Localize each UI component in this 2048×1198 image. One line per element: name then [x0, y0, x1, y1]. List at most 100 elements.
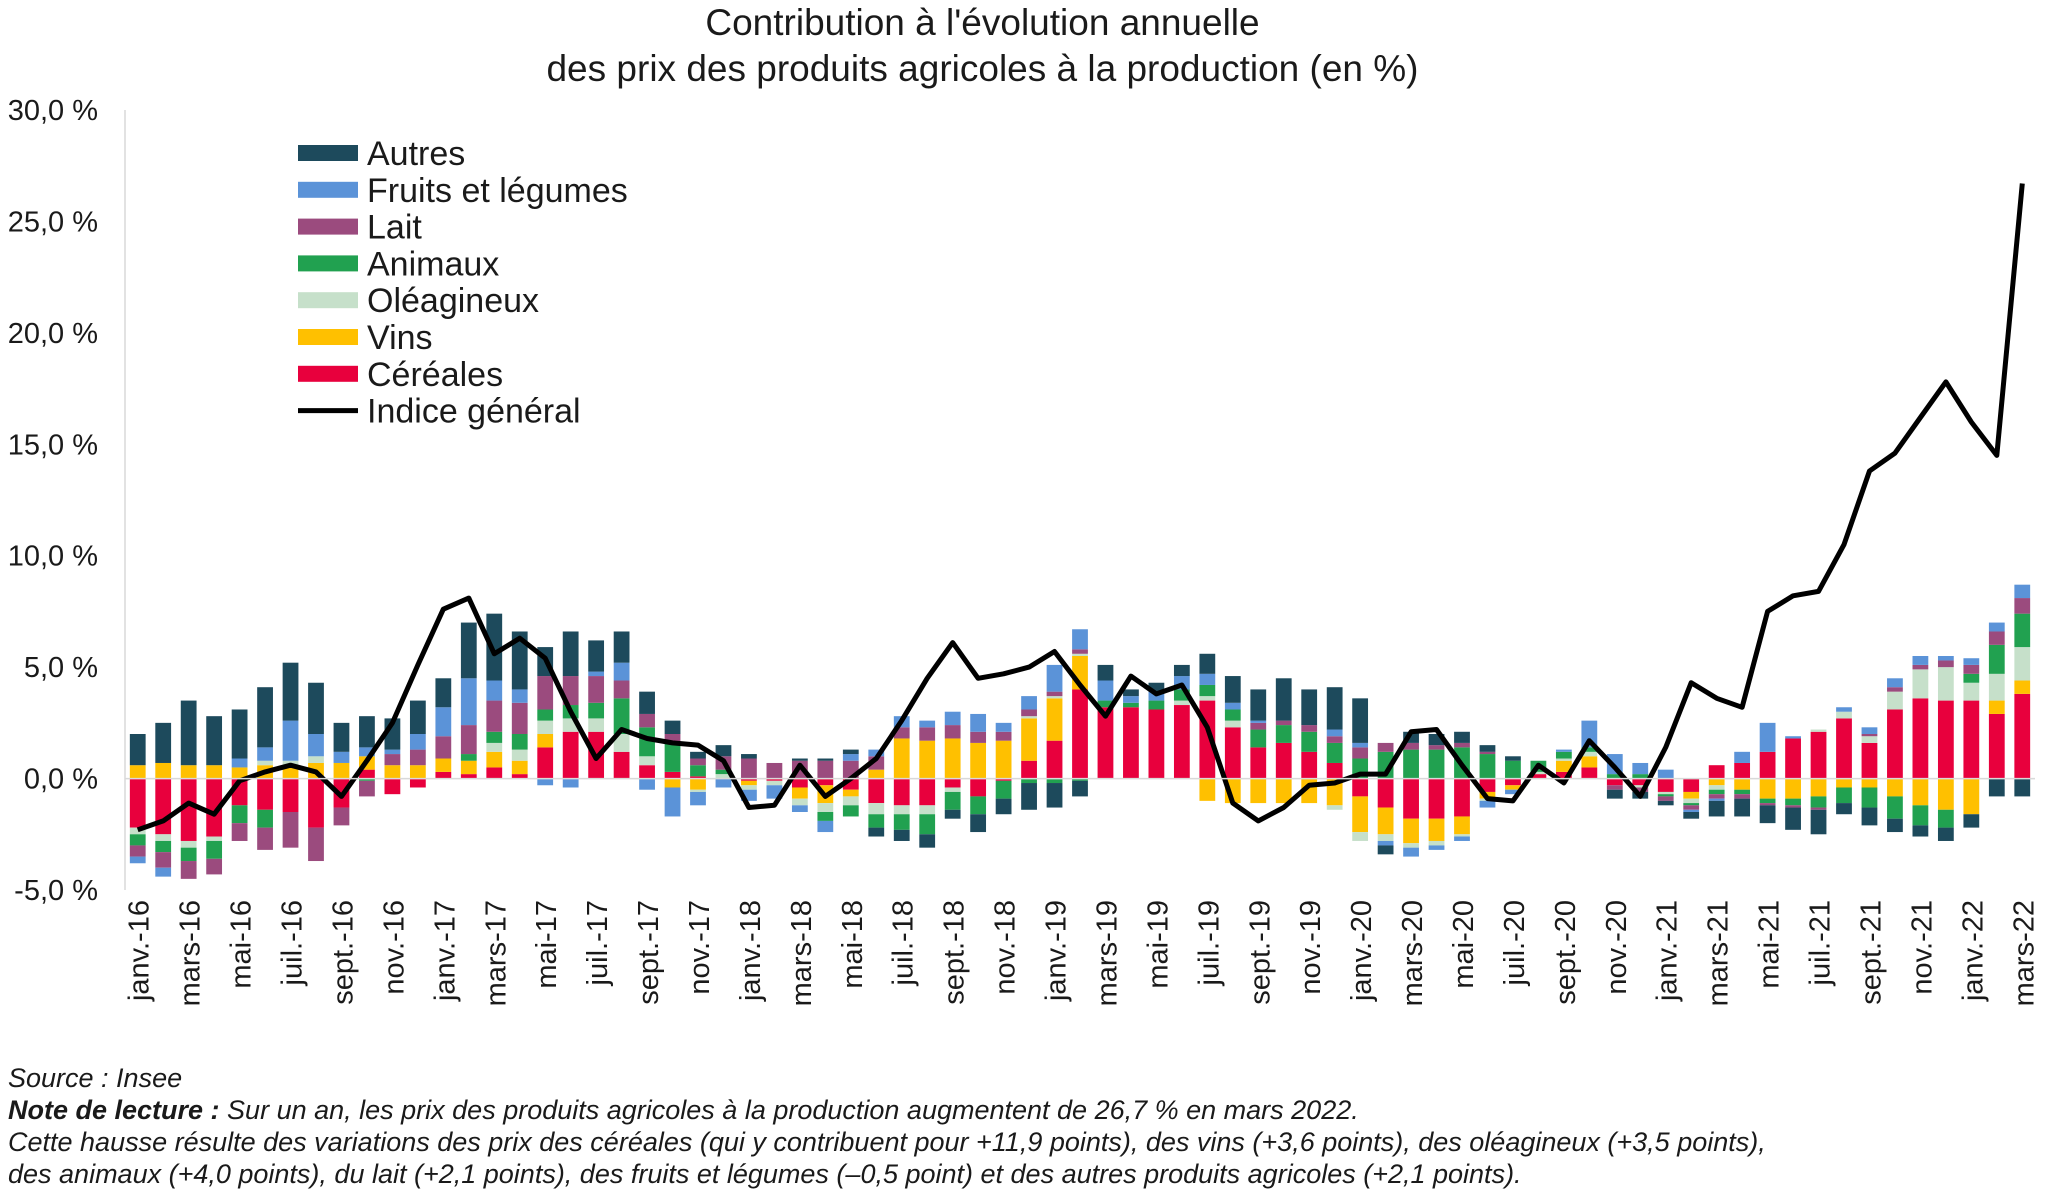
bar-segment: [1072, 780, 1088, 797]
bar-segment: [1683, 812, 1700, 819]
bar-segment: [282, 778, 299, 812]
bar-segment: [1326, 805, 1343, 810]
bar-segment: [1250, 720, 1267, 723]
bar-segment: [2014, 693, 2031, 779]
bar-segment: [180, 840, 197, 848]
bar-segment: [486, 680, 503, 701]
bar-segment: [1912, 669, 1929, 699]
bar-segment: [741, 758, 757, 779]
bar-segment: [1937, 660, 1954, 668]
bar-segment: [1301, 731, 1318, 752]
bar-segment: [1199, 684, 1216, 697]
bar-segment: [741, 778, 757, 781]
bar-segment: [537, 720, 554, 734]
bar-segment: [1352, 778, 1369, 797]
bar-segment: [1683, 791, 1700, 799]
bar-segment: [791, 805, 808, 812]
bar-segment: [1861, 734, 1878, 737]
bar-segment: [486, 751, 503, 768]
bar-segment: [384, 754, 401, 766]
bar-segment: [1810, 729, 1827, 732]
bar-segment: [791, 798, 808, 806]
bar-segment: [2014, 613, 2031, 648]
bar-segment: [460, 774, 477, 779]
bar-segment: [511, 631, 528, 690]
bar-segment: [1887, 818, 1903, 833]
bar-segment: [282, 720, 299, 761]
bar-segment: [1963, 814, 1980, 828]
bar-segment: [231, 805, 248, 824]
bar-segment: [1555, 771, 1572, 779]
bar-segment: [384, 778, 401, 795]
bar-segment: [664, 787, 681, 817]
bar-segment: [690, 791, 706, 806]
y-tick-label: 15,0 %: [8, 429, 98, 461]
bar-segment: [1887, 678, 1903, 688]
bar-segment: [639, 713, 655, 728]
bar-segment: [1836, 707, 1852, 712]
x-tick-label: mars-22: [2008, 900, 2040, 1006]
bar-segment: [1072, 778, 1088, 781]
bar-segment: [308, 734, 324, 757]
legend-label: Céréales: [367, 356, 503, 394]
bar-segment: [1759, 751, 1776, 779]
bar-segment: [1555, 749, 1572, 752]
bar-segment: [1505, 756, 1521, 761]
bar-segment: [333, 722, 350, 752]
bar-segment: [1403, 818, 1419, 844]
bar-segment: [741, 785, 757, 790]
bar-segment: [129, 834, 146, 846]
bar-segment: [129, 845, 146, 857]
bar-segment: [1988, 673, 2005, 701]
y-tick-label: 25,0 %: [8, 206, 98, 238]
bar-segment: [1937, 809, 1954, 828]
bar-segment: [155, 852, 172, 868]
bar-segment: [1123, 702, 1139, 708]
legend-label: Vins: [367, 319, 433, 357]
bar-segment: [1454, 816, 1470, 835]
legend-label: Animaux: [367, 245, 499, 283]
bar-segment: [1657, 791, 1674, 795]
bar-segment: [1428, 818, 1445, 841]
x-tick-label: nov.-19: [1295, 900, 1327, 995]
bar-segment: [766, 780, 783, 786]
x-tick-label: mars-20: [1397, 900, 1429, 1006]
index-line-layer: [136, 183, 2025, 833]
bar-segment: [486, 613, 503, 681]
bar-segment: [1734, 794, 1751, 799]
x-tick-label: mai-19: [1142, 900, 1174, 989]
bar-segment: [511, 702, 528, 734]
bar-segment: [1708, 778, 1725, 786]
bar-segment: [639, 765, 655, 779]
bar-segment: [817, 803, 834, 812]
bar-segment: [1785, 807, 1801, 830]
bar-segment: [511, 749, 528, 761]
bar-segment: [664, 771, 681, 779]
bar-segment: [1861, 742, 1878, 779]
bar-segment: [486, 742, 503, 752]
bar-segment: [1988, 622, 2005, 632]
bar-segment: [842, 805, 859, 817]
bar-segment: [639, 756, 655, 766]
bar-segment: [1912, 664, 1929, 670]
bar-segment: [868, 803, 885, 815]
bar-segment: [409, 765, 426, 779]
bar-segment: [1937, 700, 1954, 779]
bar-segment: [1836, 711, 1852, 719]
bar-segment: [1403, 742, 1419, 750]
bar-segment: [1912, 656, 1929, 665]
bar-segment: [359, 716, 375, 748]
bar-segment: [868, 769, 885, 779]
bar-segment: [282, 662, 299, 721]
bar-segment: [715, 778, 732, 788]
x-tick-label: sept.-17: [633, 900, 665, 1005]
bar-segment: [1377, 807, 1394, 835]
bar-segment: [588, 676, 605, 703]
x-tick-label: mars-16: [175, 900, 207, 1006]
bar-segment: [1072, 629, 1088, 650]
bar-segment: [690, 778, 706, 790]
bar-segment: [664, 734, 681, 743]
bar-segment: [1555, 751, 1572, 759]
bar-segment: [664, 778, 681, 788]
bar-segment: [919, 834, 936, 848]
